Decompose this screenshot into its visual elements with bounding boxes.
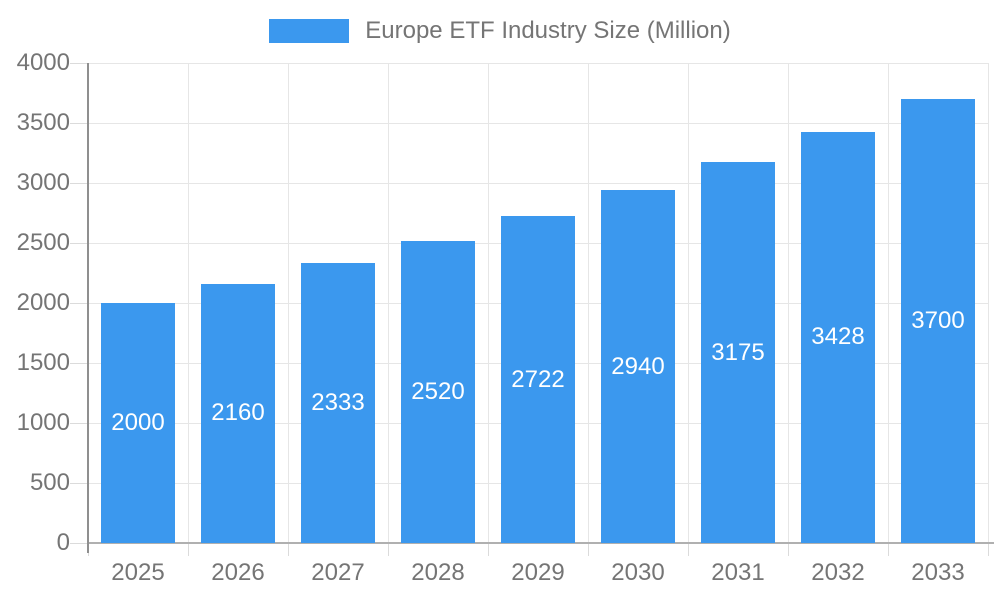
y-axis-tick <box>70 62 88 64</box>
y-axis-label: 3000 <box>16 169 70 196</box>
gridline-vertical <box>687 63 689 543</box>
y-axis-tick <box>70 482 88 484</box>
bar-value-label: 3700 <box>911 307 965 334</box>
bar[interactable] <box>901 99 975 543</box>
bar-value-label: 2333 <box>311 389 365 417</box>
gridline-vertical <box>387 63 389 543</box>
gridline-vertical <box>887 63 889 543</box>
bar[interactable] <box>201 283 275 543</box>
bar-value-label: 2520 <box>411 377 465 405</box>
bar[interactable] <box>401 240 475 543</box>
y-axis-label: 0 <box>56 529 70 556</box>
x-axis-tick <box>887 543 889 556</box>
y-axis-label: 1000 <box>16 409 70 436</box>
bar[interactable] <box>301 263 375 543</box>
legend-swatch-icon <box>269 19 350 43</box>
bar-value-label: 2722 <box>511 365 565 393</box>
gridline-vertical <box>487 63 489 543</box>
y-axis-label: 1500 <box>16 349 70 376</box>
x-axis-label: 2025 <box>111 559 165 586</box>
y-axis-label: 3500 <box>16 109 70 136</box>
y-axis-tick <box>70 242 88 244</box>
bar-value-label: 2940 <box>611 352 665 380</box>
legend: Europe ETF Industry Size (Million) <box>0 17 1000 45</box>
x-axis-label: 2031 <box>711 559 765 586</box>
bar-value-label: 2000 <box>111 409 165 436</box>
gridline-horizontal <box>88 182 988 184</box>
gridline-vertical <box>587 63 589 543</box>
y-axis-label: 2500 <box>16 229 70 256</box>
bar[interactable] <box>101 303 175 543</box>
x-axis-label: 2029 <box>511 559 565 586</box>
x-axis-tick <box>987 543 989 556</box>
x-axis-line <box>88 542 994 544</box>
x-axis-tick <box>187 543 189 556</box>
x-axis-tick <box>687 543 689 556</box>
y-axis-label: 4000 <box>16 49 70 76</box>
gridline-vertical <box>987 63 989 543</box>
x-axis-label: 2026 <box>211 559 265 586</box>
bar[interactable] <box>601 190 675 543</box>
y-axis-tick <box>70 122 88 124</box>
bar-value-label: 2160 <box>211 399 265 427</box>
y-axis-tick <box>70 542 88 544</box>
x-axis-tick <box>487 543 489 556</box>
x-axis-tick <box>287 543 289 556</box>
y-axis-line <box>87 63 89 553</box>
x-axis-label: 2033 <box>911 559 965 586</box>
x-axis-label: 2027 <box>311 559 365 586</box>
bar[interactable] <box>801 131 875 543</box>
gridline-horizontal <box>88 62 988 64</box>
gridline-horizontal <box>88 122 988 124</box>
x-axis-tick <box>387 543 389 556</box>
bar[interactable] <box>501 216 575 543</box>
y-axis-tick <box>70 362 88 364</box>
legend-item[interactable]: Europe ETF Industry Size (Million) <box>269 17 731 45</box>
bar-value-label: 3428 <box>811 323 865 351</box>
y-axis-tick <box>70 182 88 184</box>
x-axis-label: 2032 <box>811 559 865 586</box>
x-axis-tick <box>587 543 589 556</box>
y-axis-tick <box>70 302 88 304</box>
y-axis-label: 500 <box>29 469 70 496</box>
y-axis-label: 2000 <box>16 289 70 316</box>
x-axis-label: 2028 <box>411 559 465 586</box>
x-axis-label: 2030 <box>611 559 665 586</box>
bar-value-label: 3175 <box>711 338 765 366</box>
gridline-vertical <box>787 63 789 543</box>
x-axis-tick <box>787 543 789 556</box>
gridline-vertical <box>287 63 289 543</box>
gridline-vertical <box>187 63 189 543</box>
bar[interactable] <box>701 162 775 543</box>
legend-label: Europe ETF Industry Size (Million) <box>365 17 731 44</box>
y-axis-tick <box>70 422 88 424</box>
